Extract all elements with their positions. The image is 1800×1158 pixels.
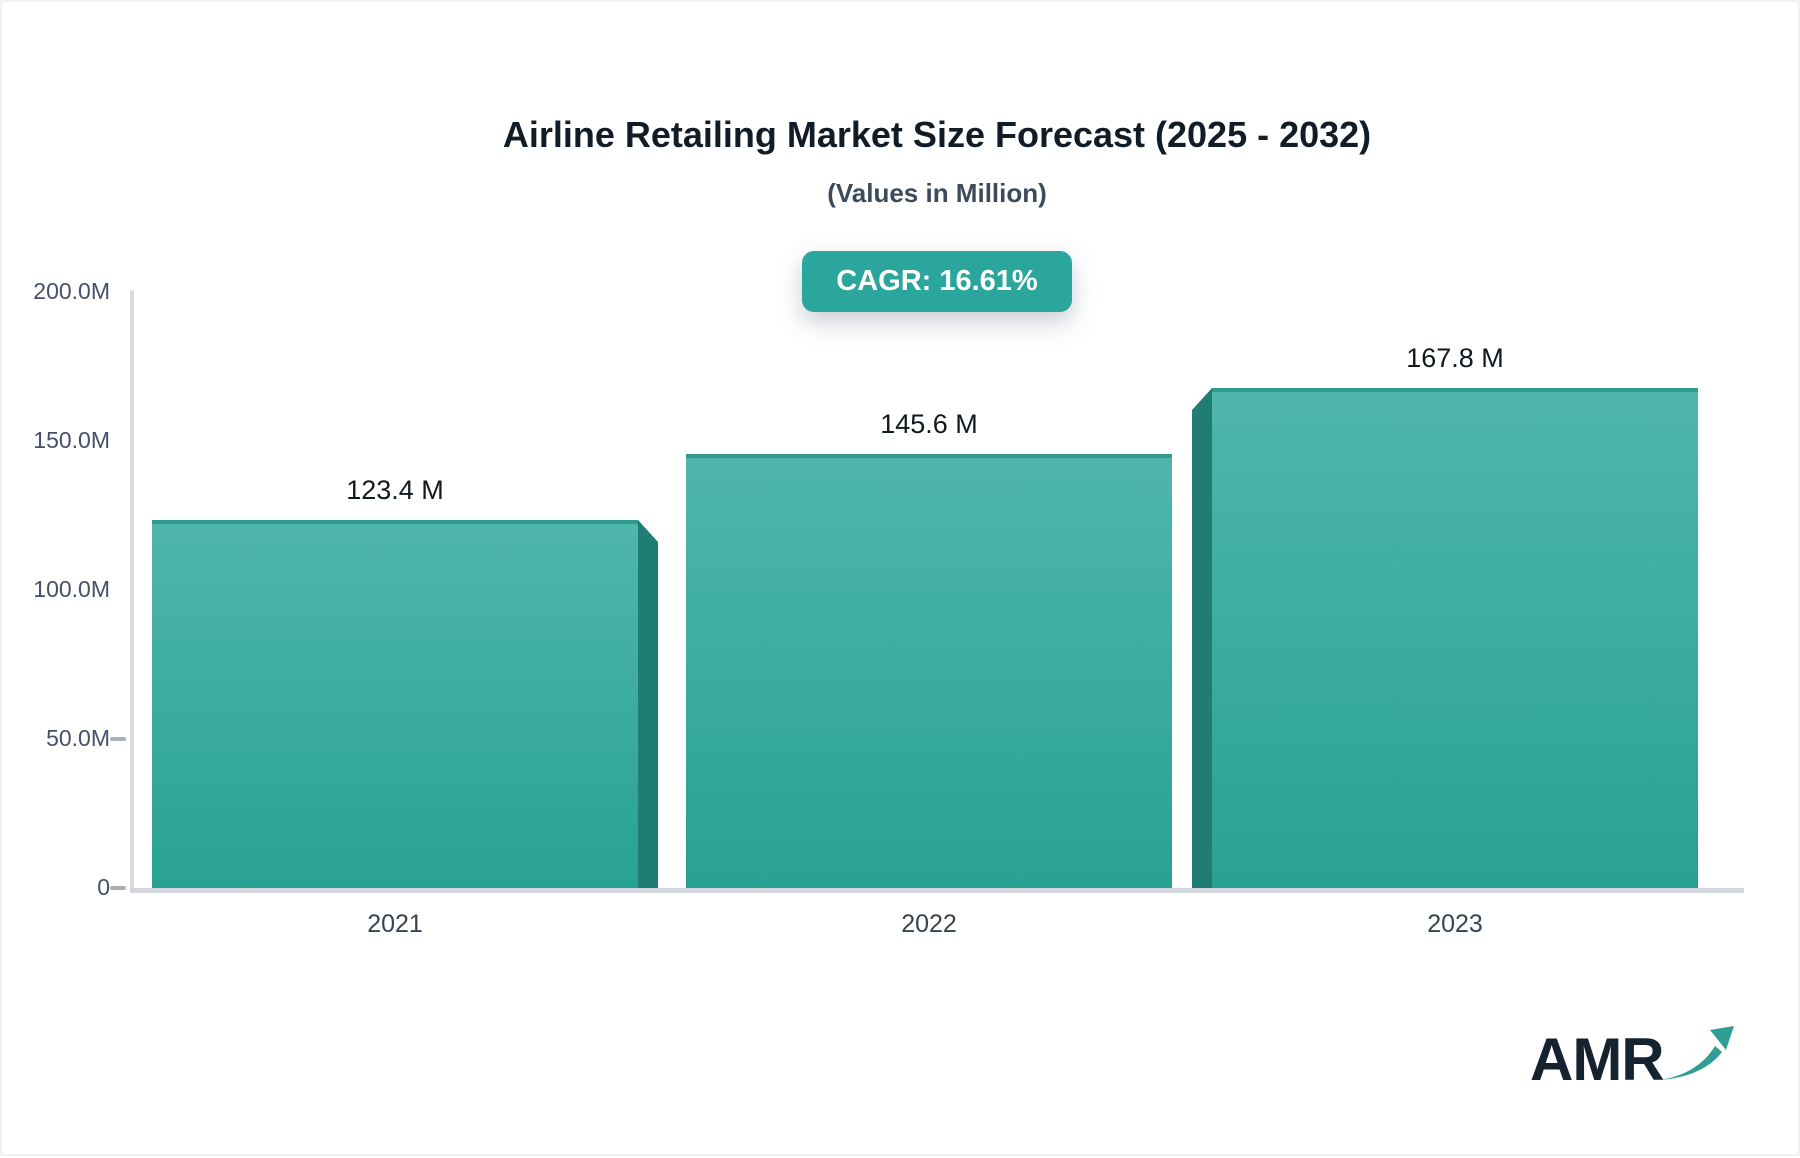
y-axis-tick-label: 50.0M xyxy=(46,725,110,751)
bar-2022: 145.6 M xyxy=(686,409,1172,888)
y-axis-tick-label: 150.0M xyxy=(33,427,110,453)
bar-side-shadow xyxy=(638,520,658,888)
bar-2023: 167.8 M xyxy=(1192,343,1698,888)
bar-face xyxy=(686,454,1172,888)
amr-logo-arrow-icon xyxy=(1659,1026,1734,1080)
y-axis-tick-mark xyxy=(110,737,126,741)
x-axis-category-label: 2023 xyxy=(1427,910,1483,938)
cagr-badge: CAGR: 16.61% xyxy=(802,251,1072,312)
chart-header: Airline Retailing Market Size Forecast (… xyxy=(130,2,1744,312)
y-axis-tick-label: 200.0M xyxy=(33,278,110,304)
amr-logo: AMR xyxy=(1530,1024,1736,1092)
x-axis-line xyxy=(130,888,1744,893)
y-axis-tick-label: 100.0M xyxy=(33,576,110,602)
bar-value-label: 167.8 M xyxy=(1406,343,1504,373)
x-axis-category-label: 2021 xyxy=(367,910,423,938)
chart-title: Airline Retailing Market Size Forecast (… xyxy=(502,114,1372,155)
y-axis-line xyxy=(130,290,134,890)
bar-side-shadow xyxy=(1192,388,1212,888)
bar-2021: 123.4 M xyxy=(152,475,658,888)
chart-subtitle: (Values in Million) xyxy=(827,178,1047,208)
bar-face xyxy=(1212,388,1698,888)
y-axis-tick-label: 0 xyxy=(97,874,110,900)
amr-logo-text: AMR xyxy=(1530,1026,1665,1093)
x-axis-category-label: 2022 xyxy=(901,910,957,938)
y-axis-tick-mark xyxy=(110,886,126,890)
bar-face xyxy=(152,520,638,888)
bar-value-label: 123.4 M xyxy=(346,475,444,505)
bar-value-label: 145.6 M xyxy=(880,409,978,439)
